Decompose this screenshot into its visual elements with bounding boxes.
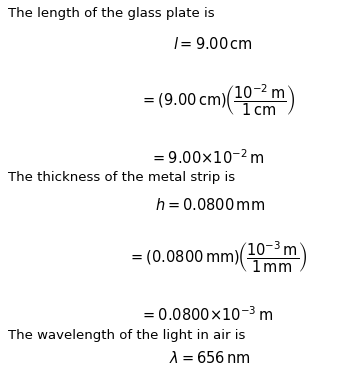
Text: $= (9.00\,\mathrm{cm})\!\left(\dfrac{10^{-2}\,\mathrm{m}}{1\,\mathrm{cm}}\right): $= (9.00\,\mathrm{cm})\!\left(\dfrac{10^… <box>140 82 295 118</box>
Text: $= 9.00{\times}10^{-2}\,\mathrm{m}$: $= 9.00{\times}10^{-2}\,\mathrm{m}$ <box>150 149 264 167</box>
Text: $\lambda = 656\,\mathrm{nm}$: $\lambda = 656\,\mathrm{nm}$ <box>169 350 251 366</box>
Text: The length of the glass plate is: The length of the glass plate is <box>8 7 215 20</box>
Text: $= 0.0800{\times}10^{-3}\,\mathrm{m}$: $= 0.0800{\times}10^{-3}\,\mathrm{m}$ <box>140 306 274 324</box>
Text: $= (0.0800\,\mathrm{mm})\!\left(\dfrac{10^{-3}\,\mathrm{m}}{1\,\mathrm{mm}}\righ: $= (0.0800\,\mathrm{mm})\!\left(\dfrac{1… <box>128 239 308 275</box>
Text: The thickness of the metal strip is: The thickness of the metal strip is <box>8 171 235 184</box>
Text: $l = 9.00\,\mathrm{cm}$: $l = 9.00\,\mathrm{cm}$ <box>173 36 253 52</box>
Text: $h = 0.0800\,\mathrm{mm}$: $h = 0.0800\,\mathrm{mm}$ <box>155 197 265 213</box>
Text: The wavelength of the light in air is: The wavelength of the light in air is <box>8 329 245 342</box>
